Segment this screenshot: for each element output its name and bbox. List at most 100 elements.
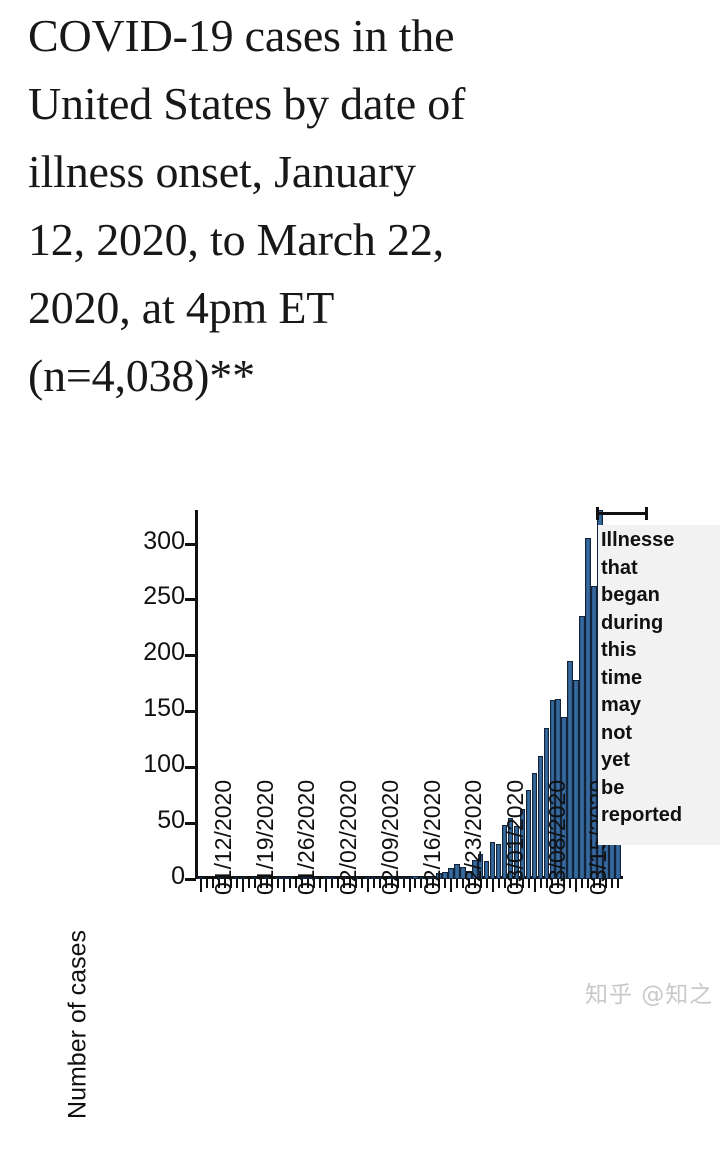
x-axis-tick — [497, 879, 500, 888]
x-axis-tick — [408, 879, 411, 892]
x-axis-tick — [211, 879, 214, 888]
x-axis-tick-label: 02/09/2020 — [376, 779, 403, 895]
bar — [239, 876, 246, 879]
x-axis-tick — [533, 879, 536, 892]
bar — [412, 875, 418, 879]
x-axis-tick — [319, 879, 322, 888]
bar — [478, 854, 484, 879]
y-axis-tick — [185, 598, 196, 602]
bar — [430, 876, 436, 879]
x-axis-tick — [223, 879, 226, 888]
x-axis-tick — [545, 879, 548, 888]
annotation-line: during — [601, 611, 664, 634]
x-axis-tick — [342, 879, 345, 888]
bar — [305, 876, 311, 879]
annotation-line: time — [601, 666, 643, 689]
x-axis-ticks — [198, 879, 621, 892]
x-axis-tick — [432, 879, 435, 888]
bar — [591, 586, 597, 879]
bar — [329, 876, 335, 879]
y-axis-tick-label: 0 — [171, 862, 185, 890]
page-title: COVID-19 cases in the United States by d… — [28, 10, 466, 401]
x-axis-tick — [551, 879, 554, 888]
epidemic-curve-chart: Number of cases 0 50 100 150 200 250 300 01/12… — [0, 470, 720, 1119]
bar — [406, 876, 412, 879]
y-axis-tick — [185, 542, 196, 546]
x-axis-tick — [450, 879, 453, 892]
bar — [263, 876, 269, 879]
x-axis-tick — [307, 879, 310, 888]
bar — [555, 698, 561, 879]
x-axis-tick — [593, 879, 596, 888]
x-axis-tick — [414, 879, 417, 888]
x-axis-tick — [229, 879, 232, 888]
bar — [454, 864, 460, 879]
x-axis-tick — [539, 879, 542, 888]
x-axis-tick — [199, 879, 202, 892]
x-axis-tick — [503, 879, 506, 888]
x-axis-tick — [325, 879, 328, 892]
bar — [531, 772, 538, 879]
bar — [364, 876, 371, 879]
annotation-line: reported — [601, 804, 683, 826]
bar — [501, 825, 508, 879]
bar — [537, 756, 544, 879]
x-axis-tick — [515, 879, 518, 888]
x-axis-tick — [444, 879, 447, 888]
bar — [543, 728, 550, 879]
bar — [483, 861, 490, 879]
x-axis-tick — [611, 879, 614, 888]
bar — [376, 876, 383, 879]
x-axis-tick — [509, 879, 512, 888]
x-axis-tick — [420, 879, 423, 888]
bar — [567, 660, 573, 879]
y-axis-tick-label: 250 — [143, 582, 185, 611]
bar — [233, 876, 240, 879]
bar — [394, 876, 401, 879]
bar — [400, 876, 407, 879]
x-axis-tick — [468, 879, 471, 888]
x-axis-tick — [557, 879, 560, 888]
y-axis-spine — [195, 510, 198, 879]
annotation-line: Illnesse — [601, 529, 675, 551]
x-axis-tick — [521, 879, 524, 888]
x-axis-tick — [265, 879, 268, 888]
annotation-line: yet — [601, 749, 630, 771]
bar — [561, 716, 567, 879]
x-axis-tick — [617, 879, 620, 888]
annotation-line: not — [601, 721, 633, 744]
x-axis-tick — [241, 879, 244, 892]
bar — [442, 872, 448, 879]
bar — [513, 826, 520, 879]
annotation-line: that — [601, 556, 638, 579]
bar — [472, 860, 478, 879]
y-axis-tick — [185, 822, 196, 826]
x-axis-tick-label: 01/19/2020 — [251, 779, 278, 895]
x-axis-tick — [301, 879, 304, 888]
x-axis-tick — [479, 879, 482, 888]
bar — [424, 876, 430, 879]
bar — [525, 789, 532, 879]
bar — [436, 873, 442, 879]
bracket-line — [596, 512, 648, 515]
y-axis-tick — [185, 654, 196, 658]
x-axis-tick — [253, 879, 256, 888]
x-axis-tick — [217, 879, 220, 888]
bar — [198, 876, 204, 879]
x-axis-tick — [271, 879, 274, 888]
bar — [281, 876, 287, 879]
y-axis-tick — [185, 710, 196, 714]
y-axis-tick-label: 100 — [143, 750, 185, 779]
x-axis-tick — [289, 879, 292, 888]
x-axis-tick — [277, 879, 280, 888]
bar — [418, 876, 424, 879]
y-axis-tick-label: 50 — [157, 806, 185, 835]
y-axis-tick-label: 200 — [143, 638, 185, 667]
bar — [299, 876, 305, 879]
x-axis-tick — [337, 879, 339, 888]
bar — [519, 808, 526, 879]
annotation-line: may — [601, 694, 642, 716]
x-axis-tick-label: 01/26/2020 — [293, 779, 320, 895]
annotation-line: began — [601, 584, 660, 606]
x-axis-tick — [348, 879, 351, 888]
